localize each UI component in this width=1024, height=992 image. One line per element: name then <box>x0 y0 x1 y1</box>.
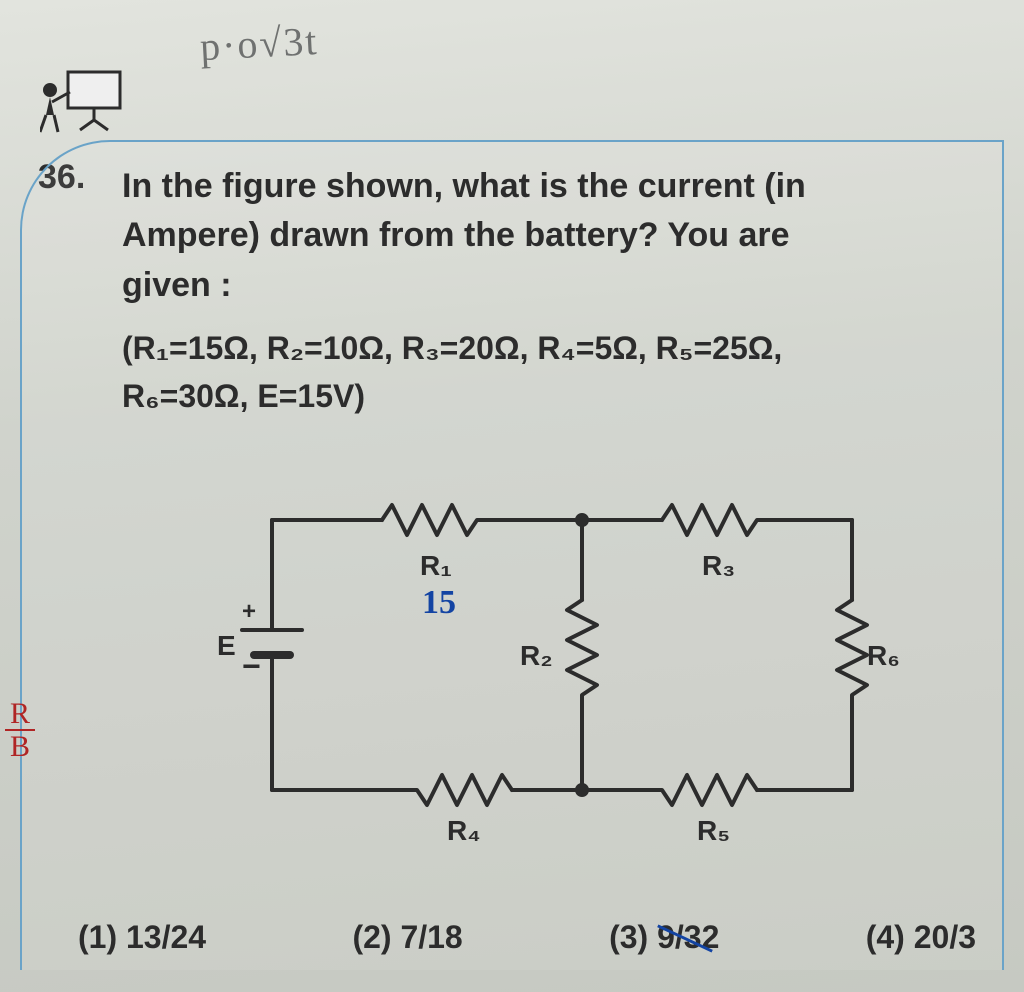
qline3: given : <box>122 266 232 304</box>
question-block: In the figure shown, what is the current… <box>20 140 1004 970</box>
option-2[interactable]: (2) 7/18 <box>346 917 468 958</box>
question-text: In the figure shown, what is the current… <box>122 162 972 310</box>
qline1: In the figure shown, what is the current… <box>122 167 806 205</box>
margin-fraction-num: R <box>0 700 40 727</box>
qline2: Ampere) drawn from the battery? You are <box>122 216 790 254</box>
params-line1: (R₁=15Ω, R₂=10Ω, R₃=20Ω, R₄=5Ω, R₅=25Ω, <box>122 330 782 366</box>
label-r5: R₅ <box>697 815 730 847</box>
teacher-icon <box>40 70 160 145</box>
options-row: (1) 13/24 (2) 7/18 (3) 9/32 (4) 20/3 <box>72 917 982 958</box>
label-r2: R₂ <box>520 640 553 672</box>
label-r3: R₃ <box>702 550 735 582</box>
label-plus: + <box>242 598 256 626</box>
label-r6: R₆ <box>867 640 900 672</box>
label-r4: R₄ <box>447 815 481 847</box>
label-minus: − <box>242 648 261 685</box>
label-r1: R₁ <box>420 550 452 582</box>
option-3[interactable]: (3) 9/32 <box>603 917 725 958</box>
circuit-diagram: R₁ R₃ R₂ R₆ R₄ R₅ E + − <box>212 480 932 860</box>
page: p·o√3t 36. In the figure shown, what is … <box>0 0 1024 992</box>
option-4[interactable]: (4) 20/3 <box>860 917 982 958</box>
top-handwriting: p·o√3t <box>199 17 320 70</box>
label-e: E <box>217 630 236 662</box>
option-3-text: (3) 9/32 <box>609 919 719 955</box>
parameters: (R₁=15Ω, R₂=10Ω, R₃=20Ω, R₄=5Ω, R₅=25Ω, … <box>122 324 972 420</box>
margin-fraction-den: B <box>0 733 40 760</box>
params-line2: R₆=30Ω, E=15V) <box>122 378 365 414</box>
margin-fraction: R B <box>0 700 40 760</box>
option-1[interactable]: (1) 13/24 <box>72 917 212 958</box>
